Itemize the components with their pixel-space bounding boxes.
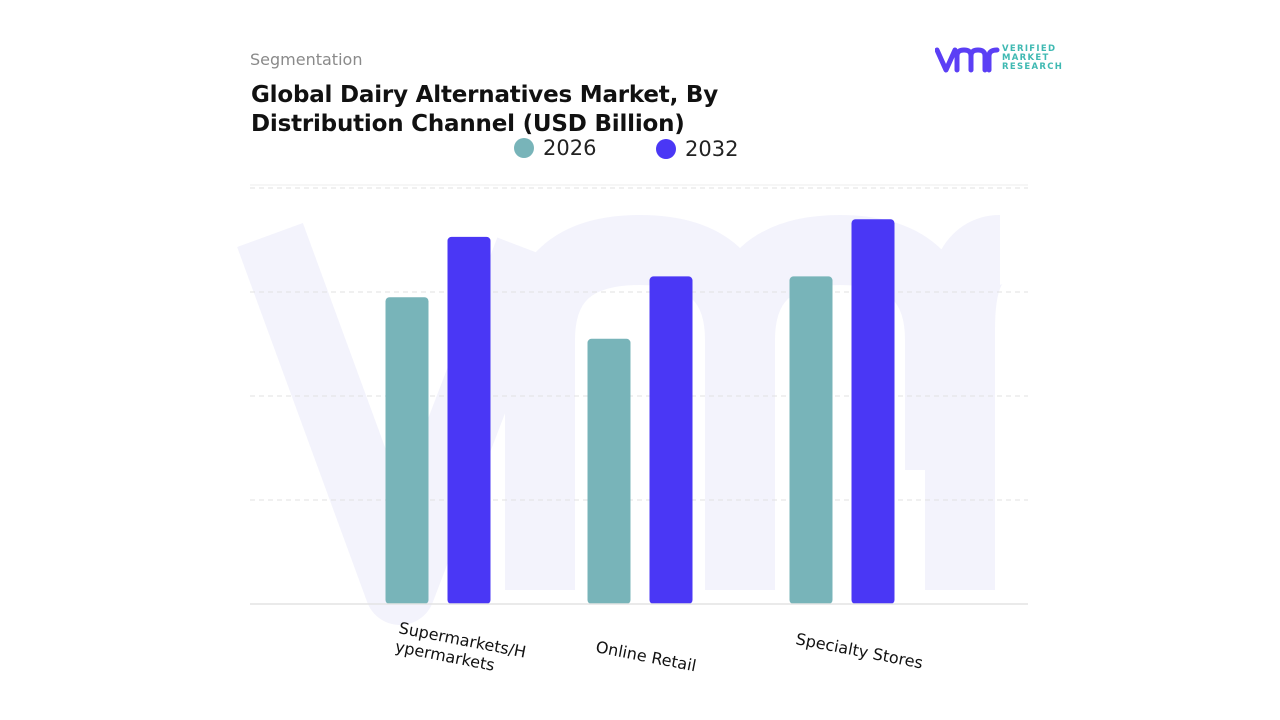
- bar-2032-2: [851, 219, 895, 604]
- logo-line-1: VERIFIED: [1002, 44, 1057, 54]
- bar-2032-0: [447, 236, 491, 604]
- legend-label-2032: 2032: [685, 137, 739, 161]
- x-tick-label-0: Supermarkets/Hypermarkets: [394, 618, 528, 680]
- logo-line-3: RESEARCH: [1002, 62, 1064, 72]
- segment-label: Segmentation: [250, 50, 363, 69]
- bar-2026-1: [587, 338, 631, 604]
- logo-mark: [935, 47, 1000, 73]
- vmr-logo-icon: [935, 47, 1000, 73]
- legend-item-2032: 2032: [656, 137, 738, 161]
- chart-legend: 2026 2032: [0, 134, 1280, 164]
- x-tick-label-1: Online Retail: [594, 637, 698, 675]
- bar-2032-1: [649, 276, 693, 604]
- x-tick-label-2: Specialty Stores: [794, 629, 924, 672]
- bar-2026-0: [385, 297, 429, 604]
- bar-layer: [385, 219, 895, 604]
- legend-swatch-2026: [514, 138, 534, 158]
- bar-2026-2: [789, 276, 833, 604]
- legend-item-2026: 2026: [514, 136, 596, 160]
- logo-wordmark: VERIFIED MARKET RESEARCH: [1002, 45, 1063, 72]
- chart-title: Global Dairy Alternatives Market, By Dis…: [251, 82, 719, 137]
- logo-line-2: MARKET: [1002, 53, 1050, 63]
- legend-swatch-2032: [656, 139, 676, 159]
- x-axis-labels: Supermarkets/Hypermarkets Online Retail Sp…: [394, 618, 925, 680]
- grid-layer: [250, 187, 1028, 501]
- legend-label-2026: 2026: [543, 136, 597, 160]
